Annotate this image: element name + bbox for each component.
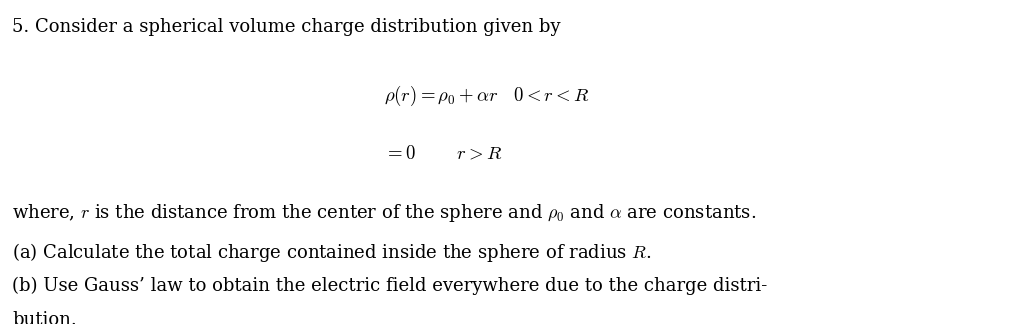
Text: where, $r$ is the distance from the center of the sphere and $\rho_0$ and $\alph: where, $r$ is the distance from the cent… xyxy=(12,202,757,225)
Text: bution.: bution. xyxy=(12,311,77,324)
Text: (b) Use Gauss’ law to obtain the electric field everywhere due to the charge dis: (b) Use Gauss’ law to obtain the electri… xyxy=(12,277,768,295)
Text: (a) Calculate the total charge contained inside the sphere of radius $R$.: (a) Calculate the total charge contained… xyxy=(12,241,652,264)
Text: $= 0 \qquad\;\; r > R$: $= 0 \qquad\;\; r > R$ xyxy=(384,144,503,162)
Text: $\rho(r) = \rho_0 + \alpha r \quad 0 < r < R$: $\rho(r) = \rho_0 + \alpha r \quad 0 < r… xyxy=(384,84,590,109)
Text: 5. Consider a spherical volume charge distribution given by: 5. Consider a spherical volume charge di… xyxy=(12,18,561,36)
